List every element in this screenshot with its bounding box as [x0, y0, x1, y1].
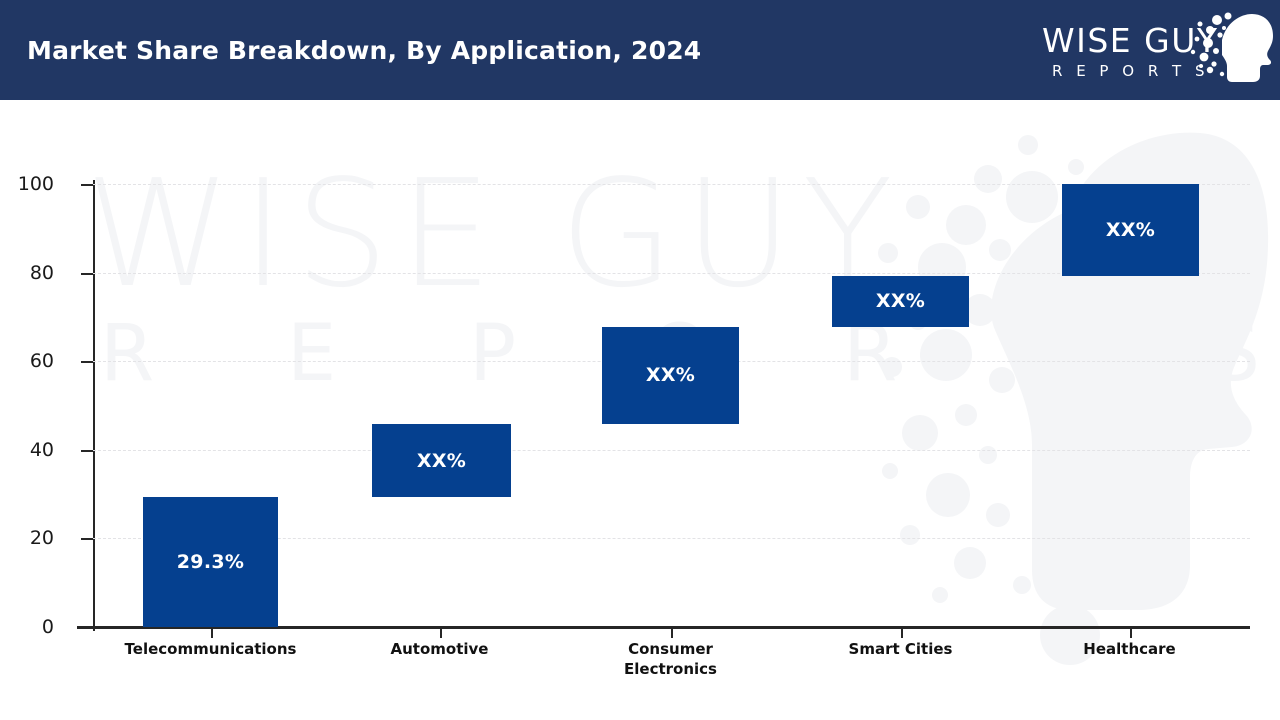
- x-category-label-consumer-electronics: Consumer Electronics: [624, 640, 717, 678]
- gridline-100: [93, 184, 1250, 185]
- x-tick-mark-0: [210, 627, 213, 638]
- x-tick-mark-3: [900, 627, 903, 638]
- wise-guy-reports-logo: WISE GUY R E P O R T S: [1024, 10, 1274, 92]
- y-tick-mark-80: [81, 272, 93, 275]
- y-tick-mark-60: [81, 361, 93, 364]
- y-axis-line: [93, 180, 96, 631]
- svg-text:R E P O R T S: R E P O R T S: [1052, 62, 1209, 80]
- x-tick-mark-1: [439, 627, 442, 638]
- x-category-label-automotive: Automotive: [390, 640, 489, 658]
- gridline-20: [93, 538, 1250, 540]
- page-title: Market Share Breakdown, By Application, …: [27, 36, 702, 65]
- bar-label-healthcare: XX%: [1105, 218, 1156, 241]
- gridline-40: [93, 449, 1250, 451]
- y-tick-label-0: 0: [41, 616, 54, 638]
- bar-healthcare[interactable]: XX%: [1062, 184, 1199, 276]
- y-tick-mark-0: [81, 627, 93, 629]
- x-category-label-telecommunications: Telecommunications: [124, 640, 297, 658]
- bar-label-consumer-electronics: XX%: [645, 364, 696, 387]
- gridline-80: [93, 272, 1250, 274]
- y-tick-label-80: 80: [29, 261, 54, 284]
- bar-label-automotive: XX%: [416, 449, 467, 472]
- bar-label-telecommunications: 29.3%: [176, 551, 245, 574]
- y-tick-mark-100: [81, 184, 93, 186]
- y-tick-mark-20: [81, 538, 93, 541]
- svg-text:WISE GUY: WISE GUY: [1042, 21, 1219, 60]
- bar-automotive[interactable]: XX%: [372, 424, 511, 498]
- x-tick-mark-4: [1129, 627, 1132, 638]
- bar-telecommunications[interactable]: 29.3%: [143, 497, 278, 627]
- y-tick-mark-40: [81, 449, 93, 452]
- y-tick-label-100: 100: [17, 173, 54, 195]
- y-tick-label-20: 20: [29, 527, 54, 550]
- y-tick-label-60: 60: [29, 350, 54, 373]
- plot-area: 100 80 60 40 20 0 29.3% XX%: [18, 173, 1250, 678]
- x-category-label-smart-cities: Smart Cities: [848, 640, 953, 658]
- y-tick-label-40: 40: [29, 438, 54, 461]
- page-header: Market Share Breakdown, By Application, …: [0, 0, 1280, 100]
- bar-label-smart-cities: XX%: [875, 290, 926, 313]
- x-category-label-healthcare: Healthcare: [1083, 640, 1176, 658]
- x-axis-line: [77, 626, 1250, 629]
- x-tick-mark-2: [670, 627, 673, 638]
- bar-consumer-electronics[interactable]: XX%: [602, 326, 739, 425]
- chart-canvas: WISE GUY R E P O R T S: [0, 100, 1280, 720]
- bar-smart-cities[interactable]: XX%: [832, 275, 969, 327]
